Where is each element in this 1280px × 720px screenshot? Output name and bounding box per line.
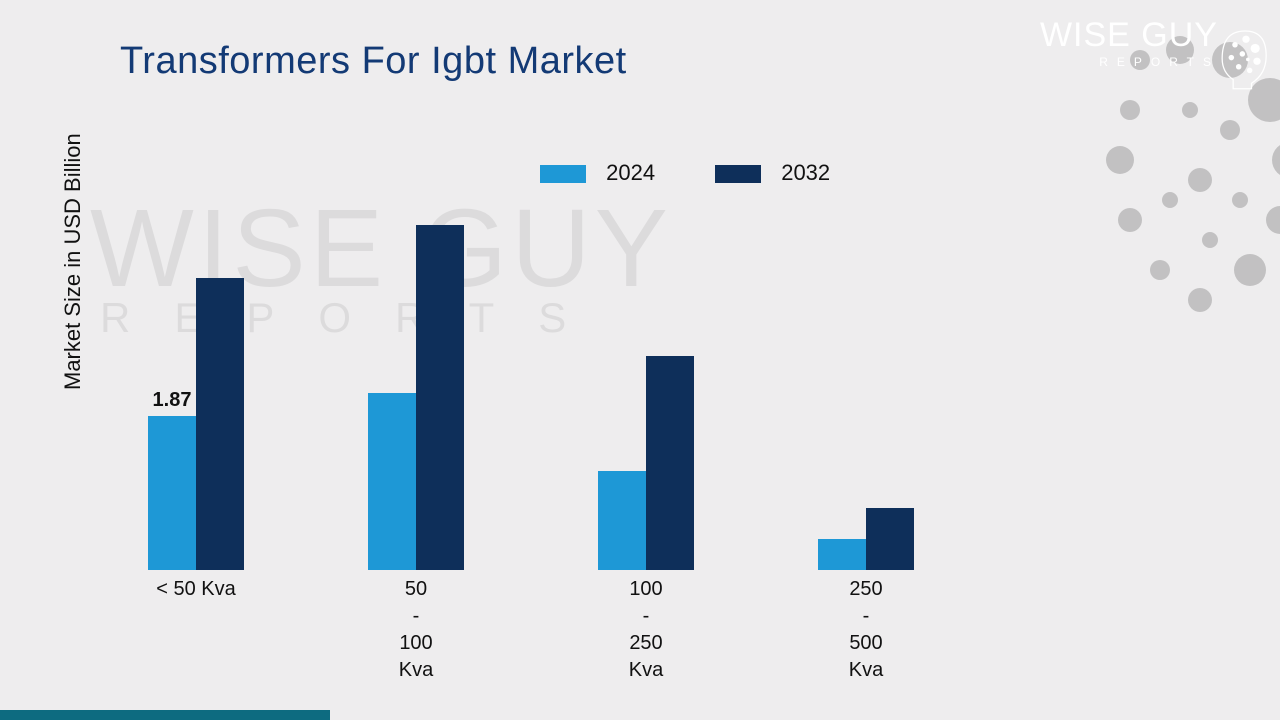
bar-2032 [196,278,244,570]
bar-2032 [646,356,694,570]
page: WISE GUY REPORTS Transformers For Igbt M… [0,0,1280,720]
legend-item-2024: 2024 [540,160,655,186]
legend: 2024 2032 [540,160,830,186]
legend-label-2032: 2032 [781,160,830,185]
bar-2024 [368,393,416,570]
y-axis-label: Market Size in USD Billion [60,133,86,390]
chart-plot: 1.87 [108,200,948,570]
bottom-strip [0,710,330,720]
page-title: Transformers For Igbt Market [120,40,627,83]
value-label: 1.87 [132,389,212,412]
logo-text-sub: REPORTS [1040,56,1220,68]
bar-2032 [866,508,914,570]
category-label: 100 - 250 Kva [576,576,716,684]
category-label: 50 - 100 Kva [346,576,486,684]
category-label: < 50 Kva [126,576,266,603]
bar-2024 [818,539,866,570]
legend-swatch-2024 [540,165,586,183]
bar-2032 [416,225,464,570]
category-label: 250 - 500 Kva [796,576,936,684]
brand-logo: WISE GUY REPORTS [1040,18,1260,68]
bar-2024 [598,471,646,570]
logo-head-icon [1213,26,1268,91]
legend-label-2024: 2024 [606,160,655,185]
bar-2024 [148,416,196,570]
legend-item-2032: 2032 [715,160,830,186]
legend-swatch-2032 [715,165,761,183]
